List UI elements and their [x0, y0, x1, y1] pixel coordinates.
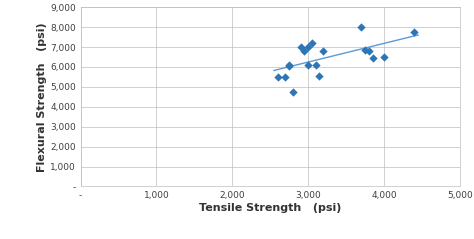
Point: [319, 49, 327, 53]
Y-axis label: Flexural Strength   (psi): Flexural Strength (psi): [37, 22, 47, 172]
Point: [301, 49, 308, 53]
Point: [308, 41, 316, 45]
Point: [304, 45, 312, 49]
Point: [369, 56, 376, 60]
Point: [361, 48, 369, 52]
Point: [285, 63, 293, 67]
X-axis label: Tensile Strength   (psi): Tensile Strength (psi): [199, 203, 341, 213]
Point: [316, 74, 323, 78]
Point: [380, 55, 388, 59]
Point: [365, 49, 373, 53]
Point: [289, 90, 297, 94]
Point: [297, 45, 304, 49]
Point: [285, 64, 293, 68]
Point: [410, 30, 418, 34]
Point: [304, 63, 312, 67]
Point: [357, 25, 365, 29]
Point: [274, 75, 282, 79]
Point: [282, 75, 289, 79]
Point: [312, 63, 319, 67]
